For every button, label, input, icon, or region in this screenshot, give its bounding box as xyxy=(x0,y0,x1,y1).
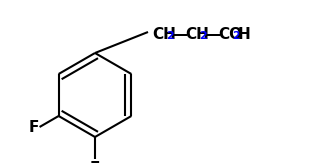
Text: F: F xyxy=(90,161,100,163)
Text: H: H xyxy=(238,27,251,42)
Text: F: F xyxy=(28,119,39,134)
Text: —: — xyxy=(205,27,220,42)
Text: CH: CH xyxy=(185,27,209,42)
Text: CH: CH xyxy=(152,27,176,42)
Text: 2: 2 xyxy=(199,31,207,41)
Text: CO: CO xyxy=(218,27,242,42)
Text: —: — xyxy=(172,27,187,42)
Text: 2: 2 xyxy=(166,31,174,41)
Text: 2: 2 xyxy=(232,31,240,41)
